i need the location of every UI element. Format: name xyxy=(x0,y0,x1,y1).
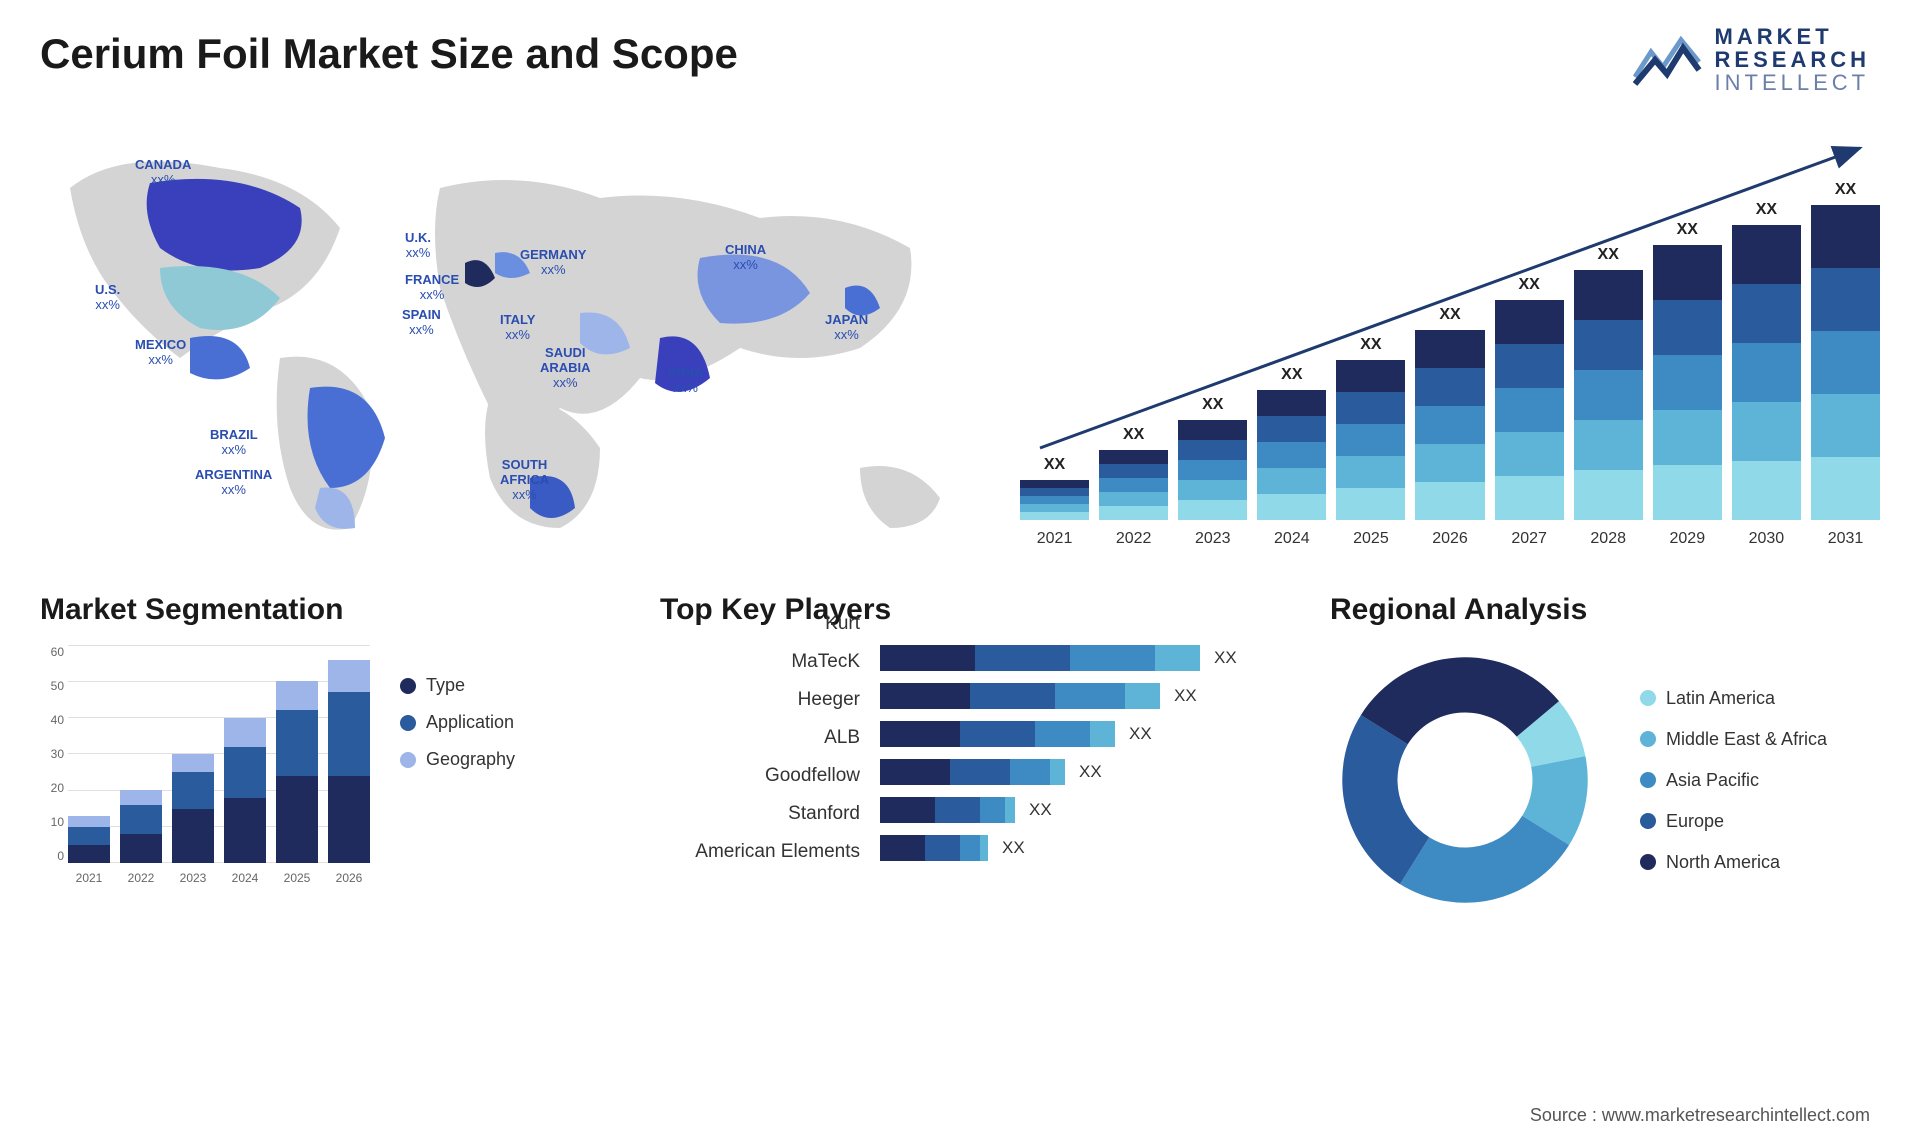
seg-bar xyxy=(120,790,162,863)
growth-year: 2030 xyxy=(1732,530,1801,548)
legend-item: Middle East & Africa xyxy=(1640,729,1827,750)
growth-bar: XX xyxy=(1574,246,1643,520)
legend-item: Europe xyxy=(1640,811,1827,832)
player-name: Heeger xyxy=(660,687,860,713)
regional-donut xyxy=(1330,645,1600,915)
player-bar: XX xyxy=(880,759,1300,785)
map-label: SPAINxx% xyxy=(402,308,441,338)
seg-year: 2022 xyxy=(120,871,162,885)
growth-bar: XX xyxy=(1495,276,1564,520)
map-label: MEXICOxx% xyxy=(135,338,186,368)
growth-year: 2024 xyxy=(1257,530,1326,548)
growth-bar: XX xyxy=(1178,396,1247,520)
map-label: CANADAxx% xyxy=(135,158,191,188)
player-bar: XX xyxy=(880,797,1300,823)
growth-year: 2025 xyxy=(1336,530,1405,548)
map-label: ARGENTINAxx% xyxy=(195,468,272,498)
growth-chart: XXXXXXXXXXXXXXXXXXXXXX 20212022202320242… xyxy=(1020,128,1880,548)
growth-bar: XX xyxy=(1336,336,1405,520)
legend-item: Geography xyxy=(400,749,515,770)
player-name: American Elements xyxy=(660,839,860,865)
seg-bar xyxy=(328,660,370,863)
map-label: JAPANxx% xyxy=(825,313,868,343)
growth-year: 2028 xyxy=(1574,530,1643,548)
legend-item: Type xyxy=(400,675,515,696)
growth-year: 2026 xyxy=(1415,530,1484,548)
logo-line1: MARKET xyxy=(1715,25,1870,48)
map-label: INDIAxx% xyxy=(668,366,703,396)
seg-year: 2024 xyxy=(224,871,266,885)
growth-bar: XX xyxy=(1811,181,1880,520)
page-title: Cerium Foil Market Size and Scope xyxy=(40,30,1880,78)
map-label: U.S.xx% xyxy=(95,283,120,313)
player-name: Kurt xyxy=(660,611,860,637)
growth-bar: XX xyxy=(1732,201,1801,520)
seg-year: 2021 xyxy=(68,871,110,885)
world-map-panel: CANADAxx% U.S.xx% MEXICOxx% BRAZILxx% ARGENT… xyxy=(40,128,980,548)
player-name: Stanford xyxy=(660,801,860,827)
growth-year: 2031 xyxy=(1811,530,1880,548)
seg-bar xyxy=(224,718,266,863)
map-label: GERMANYxx% xyxy=(520,248,586,278)
regional-legend: Latin America Middle East & Africa Asia Pa… xyxy=(1640,688,1827,873)
legend-item: North America xyxy=(1640,852,1827,873)
legend-item: Application xyxy=(400,712,515,733)
legend-item: Asia Pacific xyxy=(1640,770,1827,791)
growth-bar: XX xyxy=(1099,426,1168,520)
growth-year: 2023 xyxy=(1178,530,1247,548)
player-name: Goodfellow xyxy=(660,763,860,789)
segmentation-chart: 0102030405060 202120222023202420252026 xyxy=(40,645,370,885)
growth-bar: XX xyxy=(1653,221,1722,520)
player-name: ALB xyxy=(660,725,860,751)
map-label: ITALYxx% xyxy=(500,313,535,343)
player-bar: XX xyxy=(880,721,1300,747)
seg-bar xyxy=(276,681,318,863)
player-bar: XX xyxy=(880,683,1300,709)
seg-year: 2026 xyxy=(328,871,370,885)
segmentation-title: Market Segmentation xyxy=(40,593,630,627)
segmentation-legend: Type Application Geography xyxy=(400,645,515,885)
source-text: Source : www.marketresearchintellect.com xyxy=(1530,1105,1870,1126)
growth-bar: XX xyxy=(1020,456,1089,520)
map-label: SOUTHAFRICAxx% xyxy=(500,458,549,503)
map-label: BRAZILxx% xyxy=(210,428,258,458)
segmentation-panel: Market Segmentation 0102030405060 202120… xyxy=(40,593,630,915)
regional-title: Regional Analysis xyxy=(1330,593,1880,627)
logo-line2: RESEARCH xyxy=(1715,48,1870,71)
player-bar: XX xyxy=(880,835,1300,861)
map-label: FRANCExx% xyxy=(405,273,459,303)
growth-bar: XX xyxy=(1257,366,1326,520)
seg-year: 2023 xyxy=(172,871,214,885)
logo-line3: INTELLECT xyxy=(1715,71,1870,94)
player-bar: XX xyxy=(880,645,1300,671)
growth-bar: XX xyxy=(1415,306,1484,520)
key-players-panel: Top Key Players KurtMaTecKHeegerALBGoodf… xyxy=(660,593,1300,915)
growth-year: 2029 xyxy=(1653,530,1722,548)
map-label: SAUDIARABIAxx% xyxy=(540,346,591,391)
logo-icon xyxy=(1633,32,1703,87)
brand-logo: MARKET RESEARCH INTELLECT xyxy=(1633,25,1870,94)
growth-year: 2021 xyxy=(1020,530,1089,548)
map-label: U.K.xx% xyxy=(405,231,431,261)
map-label: CHINAxx% xyxy=(725,243,766,273)
seg-year: 2025 xyxy=(276,871,318,885)
seg-bar xyxy=(68,816,110,863)
regional-panel: Regional Analysis Latin America Middle Ea… xyxy=(1330,593,1880,915)
seg-bar xyxy=(172,754,214,863)
growth-year: 2027 xyxy=(1495,530,1564,548)
legend-item: Latin America xyxy=(1640,688,1827,709)
growth-year: 2022 xyxy=(1099,530,1168,548)
player-name: MaTecK xyxy=(660,649,860,675)
